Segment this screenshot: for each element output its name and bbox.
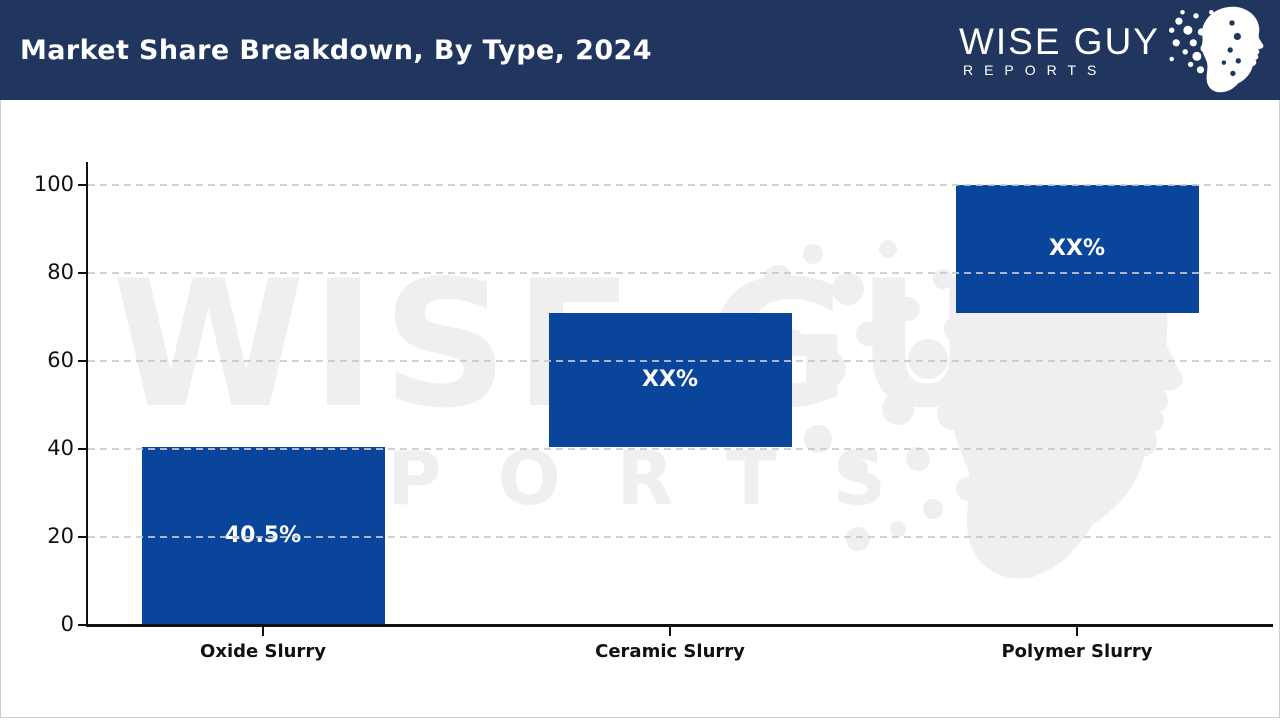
bar-value-label: XX% (642, 367, 698, 393)
bar-value-label: XX% (1049, 236, 1105, 262)
wise-guy-reports-logo: WISE GUY REPORTS (959, 5, 1266, 95)
y-tick-label-40: 40 (47, 436, 74, 460)
x-tick-3 (1076, 627, 1078, 636)
logo-wordmark: WISE GUY (958, 21, 1160, 62)
x-tick-1 (262, 627, 264, 636)
gridline-20 (88, 536, 1273, 538)
logo-subtitle: REPORTS (962, 62, 1108, 78)
header-bar: Market Share Breakdown, By Type, 2024 WI… (0, 0, 1280, 100)
x-tick-2 (669, 627, 671, 636)
bar-oxide-slurry: 40.5% (141, 446, 385, 625)
bar-value-label: 40.5% (224, 523, 302, 549)
logo-face-icon (1169, 6, 1264, 93)
y-tick-label-20: 20 (47, 524, 74, 548)
category-label-3: Polymer Slurry (1001, 641, 1153, 662)
y-tick-0 (78, 624, 86, 626)
y-tick-label-80: 80 (47, 260, 74, 284)
y-tick-100 (78, 184, 86, 186)
x-axis-line (86, 624, 1273, 627)
page-border-left (0, 100, 1, 718)
page-border-bottom (0, 717, 1280, 718)
category-label-2: Ceramic Slurry (595, 641, 745, 662)
bar-ceramic-slurry: XX% (548, 312, 792, 447)
y-tick-label-0: 0 (60, 612, 74, 636)
category-label-1: Oxide Slurry (200, 641, 326, 662)
y-tick-40 (78, 448, 86, 450)
bar-polymer-slurry: XX% (955, 185, 1199, 313)
y-tick-20 (78, 536, 86, 538)
y-tick-label-100: 100 (33, 172, 74, 196)
y-tick-label-60: 60 (47, 348, 74, 372)
y-tick-80 (78, 272, 86, 274)
gridline-60 (88, 360, 1273, 362)
watermark-face-icon (764, 229, 1184, 579)
gridline-80 (88, 272, 1273, 274)
page-title: Market Share Breakdown, By Type, 2024 (20, 34, 652, 66)
logo-text: WISE GUY REPORTS (959, 23, 1160, 77)
y-tick-60 (78, 360, 86, 362)
y-axis-line (86, 162, 88, 627)
chart-canvas: WISE GUY REPORTS 40.5%XX%XX%020406080100… (0, 100, 1280, 720)
gridline-100 (88, 184, 1273, 186)
gridline-40 (88, 448, 1273, 450)
